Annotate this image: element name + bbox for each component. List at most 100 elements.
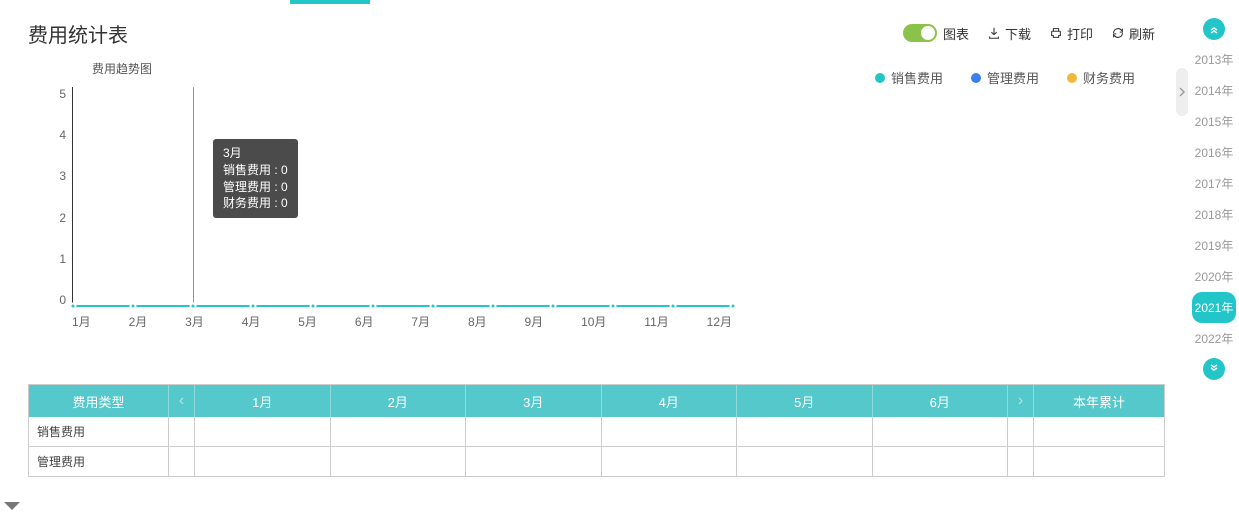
tooltip-line: 销售费用 : 0 — [223, 162, 288, 179]
row-spacer — [1008, 447, 1034, 476]
table-row: 管理费用 — [29, 447, 1164, 477]
legend-label: 财务费用 — [1083, 68, 1135, 87]
row-month-cell — [737, 417, 873, 446]
row-total-cell — [1034, 417, 1164, 446]
expense-table: 费用类型‹1月2月3月4月5月6月›本年累计销售费用管理费用 — [28, 384, 1165, 477]
year-option[interactable]: 2020年 — [1192, 261, 1236, 292]
data-point[interactable] — [250, 303, 257, 310]
col-header-month: 5月 — [737, 385, 873, 417]
print-label: 打印 — [1067, 24, 1093, 43]
chevron-right-icon — [1178, 87, 1186, 97]
year-option[interactable]: 2016年 — [1192, 137, 1236, 168]
col-header-month: 6月 — [873, 385, 1009, 417]
chart-legend: 销售费用 管理费用 财务费用 — [875, 68, 1135, 87]
y-tick: 2 — [59, 211, 66, 225]
legend-label: 管理费用 — [987, 68, 1039, 87]
chart-toggle-label: 图表 — [943, 24, 969, 43]
row-month-cell — [602, 417, 738, 446]
series-line — [73, 305, 732, 307]
data-point[interactable] — [550, 303, 557, 310]
chevron-up-double-icon — [1209, 24, 1219, 34]
x-tick: 12月 — [707, 313, 732, 330]
row-type-cell: 管理费用 — [29, 447, 169, 476]
x-tick: 11月 — [644, 313, 668, 330]
chart-tooltip: 3月销售费用 : 0管理费用 : 0财务费用 : 0 — [213, 139, 298, 218]
x-tick: 6月 — [355, 313, 374, 330]
legend-item[interactable]: 销售费用 — [875, 68, 943, 87]
data-point[interactable] — [190, 303, 197, 310]
x-tick: 1月 — [72, 313, 91, 330]
page-header: 费用统计表 图表 下载 打印 刷新 — [0, 8, 1175, 58]
col-header-type: 费用类型 — [29, 385, 169, 417]
year-scroll-down-button[interactable] — [1203, 358, 1225, 380]
data-point[interactable] — [670, 303, 677, 310]
col-header-month: 2月 — [331, 385, 467, 417]
data-point[interactable] — [130, 303, 137, 310]
table-next-button[interactable]: › — [1008, 385, 1034, 417]
col-header-month: 1月 — [195, 385, 331, 417]
row-spacer — [169, 417, 195, 446]
table-prev-button[interactable]: ‹ — [169, 385, 195, 417]
year-option[interactable]: 2017年 — [1192, 168, 1236, 199]
y-tick: 0 — [59, 293, 66, 307]
data-point[interactable] — [610, 303, 617, 310]
row-month-cell — [466, 417, 602, 446]
year-option[interactable]: 2013年 — [1192, 44, 1236, 75]
legend-label: 销售费用 — [891, 68, 943, 87]
x-tick: 2月 — [129, 313, 148, 330]
y-tick: 1 — [59, 252, 66, 266]
year-option[interactable]: 2015年 — [1192, 106, 1236, 137]
row-spacer — [169, 447, 195, 476]
x-tick: 7月 — [411, 313, 430, 330]
print-icon — [1049, 26, 1063, 40]
download-label: 下载 — [1005, 24, 1031, 43]
row-month-cell — [331, 447, 467, 476]
y-tick: 3 — [59, 169, 66, 183]
legend-item[interactable]: 财务费用 — [1067, 68, 1135, 87]
row-month-cell — [195, 447, 331, 476]
data-point[interactable] — [730, 303, 737, 310]
chevron-down-double-icon — [1209, 364, 1219, 374]
chart-plot-area[interactable]: 3月销售费用 : 0管理费用 : 0财务费用 : 0 — [72, 87, 732, 307]
data-point[interactable] — [310, 303, 317, 310]
print-button[interactable]: 打印 — [1049, 24, 1093, 43]
col-header-month: 3月 — [466, 385, 602, 417]
tooltip-line: 财务费用 : 0 — [223, 195, 288, 212]
data-point[interactable] — [430, 303, 437, 310]
tooltip-line: 管理费用 : 0 — [223, 179, 288, 196]
year-option[interactable]: 2021年 — [1192, 292, 1236, 323]
data-point[interactable] — [490, 303, 497, 310]
year-option[interactable]: 2019年 — [1192, 230, 1236, 261]
year-scroll-up-button[interactable] — [1203, 18, 1225, 40]
col-header-total: 本年累计 — [1034, 385, 1164, 417]
chart-toggle[interactable] — [903, 24, 937, 42]
year-rail: 2013年2014年2015年2016年2017年2018年2019年2020年… — [1189, 8, 1239, 514]
legend-dot-icon — [1067, 73, 1077, 83]
table-header-row: 费用类型‹1月2月3月4月5月6月›本年累计 — [29, 385, 1164, 417]
year-option[interactable]: 2022年 — [1192, 323, 1236, 354]
legend-dot-icon — [971, 73, 981, 83]
page-title: 费用统计表 — [28, 19, 128, 48]
col-header-month: 4月 — [602, 385, 738, 417]
row-type-cell: 销售费用 — [29, 417, 169, 446]
corner-triangle-icon — [4, 502, 20, 510]
chart-hover-line — [193, 87, 194, 306]
row-spacer — [1008, 417, 1034, 446]
year-option[interactable]: 2018年 — [1192, 199, 1236, 230]
year-rail-collapse[interactable] — [1175, 8, 1189, 514]
download-button[interactable]: 下载 — [987, 24, 1031, 43]
row-month-cell — [195, 417, 331, 446]
chart-x-axis: 1月2月3月4月5月6月7月8月9月10月11月12月 — [72, 307, 732, 330]
x-tick: 5月 — [298, 313, 317, 330]
row-month-cell — [331, 417, 467, 446]
row-month-cell — [466, 447, 602, 476]
active-tab-indicator — [290, 0, 370, 4]
refresh-button[interactable]: 刷新 — [1111, 24, 1155, 43]
data-point[interactable] — [370, 303, 377, 310]
legend-item[interactable]: 管理费用 — [971, 68, 1039, 87]
download-icon — [987, 26, 1001, 40]
x-tick: 9月 — [525, 313, 544, 330]
table-row: 销售费用 — [29, 417, 1164, 447]
data-point[interactable] — [70, 303, 77, 310]
year-option[interactable]: 2014年 — [1192, 75, 1236, 106]
